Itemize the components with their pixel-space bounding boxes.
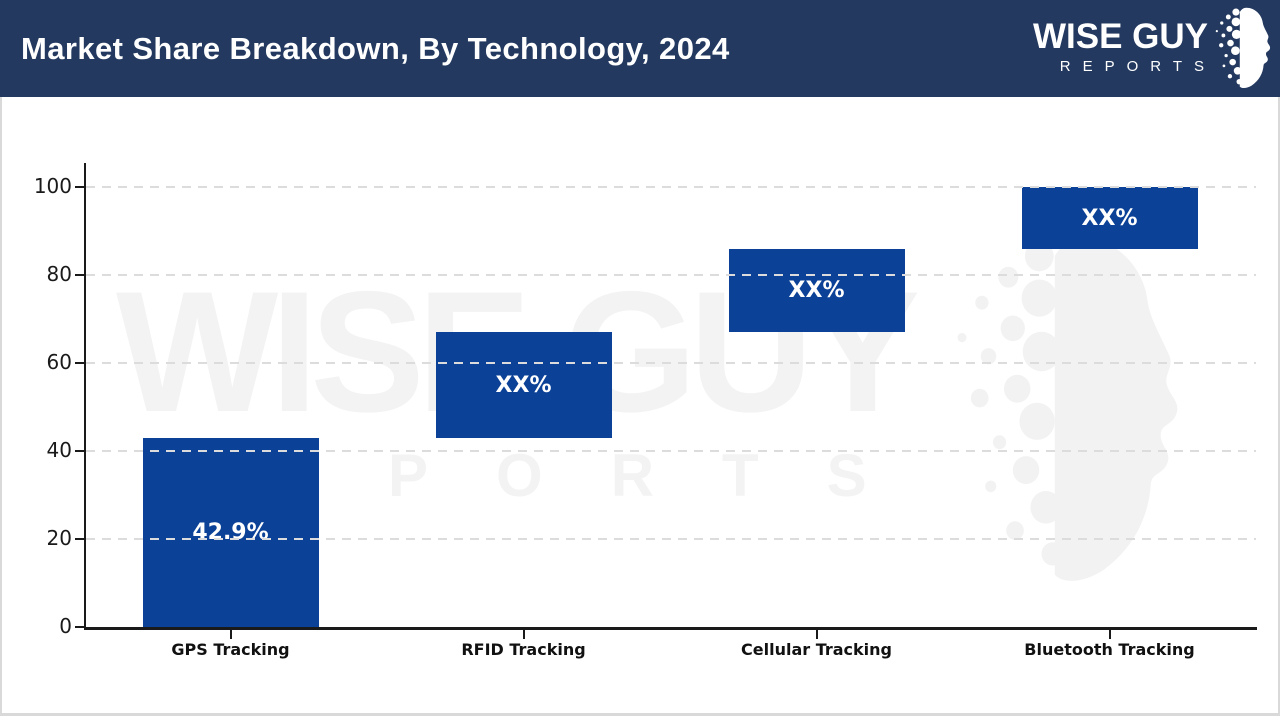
bar-value-label: XX% xyxy=(495,372,552,398)
y-tick-mark xyxy=(75,274,84,276)
bar-value-label: XX% xyxy=(788,278,845,304)
x-category-label: Cellular Tracking xyxy=(741,640,892,659)
wiseguy-head-icon xyxy=(1201,5,1272,92)
bar-gps-tracking: 42.9% xyxy=(142,438,319,627)
x-tick-mark xyxy=(522,630,525,639)
wiseguy-head-watermark-icon xyxy=(898,226,1185,598)
gridline xyxy=(86,186,1256,188)
brand-logo: WISE GUY REPORTS xyxy=(960,0,1280,97)
header-bar: Market Share Breakdown, By Technology, 2… xyxy=(0,0,1280,97)
y-tick-label: 80 xyxy=(46,262,72,286)
x-tick-mark xyxy=(815,630,818,639)
page-title: Market Share Breakdown, By Technology, 2… xyxy=(21,30,730,66)
brand-text: WISE GUY REPORTS xyxy=(1032,17,1208,74)
y-tick-label: 0 xyxy=(59,614,72,638)
gridline xyxy=(86,450,1256,452)
page-right-edge xyxy=(1278,97,1280,716)
y-tick-label: 20 xyxy=(46,526,72,550)
gridline xyxy=(86,362,1256,364)
gridline xyxy=(86,538,1256,540)
gridline xyxy=(86,274,1256,276)
x-category-label: Bluetooth Tracking xyxy=(1024,640,1195,659)
x-category-label: GPS Tracking xyxy=(171,640,290,659)
x-axis-line xyxy=(84,627,1257,630)
y-tick-mark xyxy=(75,186,84,188)
y-tick-label: 60 xyxy=(46,350,72,374)
x-category-label: RFID Tracking xyxy=(461,640,586,659)
brand-name: WISE GUY xyxy=(1032,17,1208,56)
y-tick-mark xyxy=(75,538,84,540)
x-tick-mark xyxy=(229,630,232,639)
bar-bluetooth-tracking: XX% xyxy=(1021,187,1198,250)
watermark-text-line2: PORTS xyxy=(388,442,935,509)
bar-value-label: 42.9% xyxy=(192,520,269,546)
bar-cellular-tracking: XX% xyxy=(728,249,905,333)
bar-rfid-tracking: XX% xyxy=(435,332,612,439)
y-tick-mark xyxy=(75,362,84,364)
y-tick-mark xyxy=(75,450,84,452)
y-tick-label: 100 xyxy=(33,174,72,198)
y-tick-label: 40 xyxy=(46,438,72,462)
page-bottom-edge xyxy=(0,713,1280,716)
y-tick-mark xyxy=(75,626,84,628)
page-left-edge xyxy=(0,97,2,716)
bar-value-label: XX% xyxy=(1081,205,1138,231)
x-tick-mark xyxy=(1108,630,1111,639)
y-axis-line xyxy=(84,163,86,630)
brand-subname: REPORTS xyxy=(1059,57,1216,75)
